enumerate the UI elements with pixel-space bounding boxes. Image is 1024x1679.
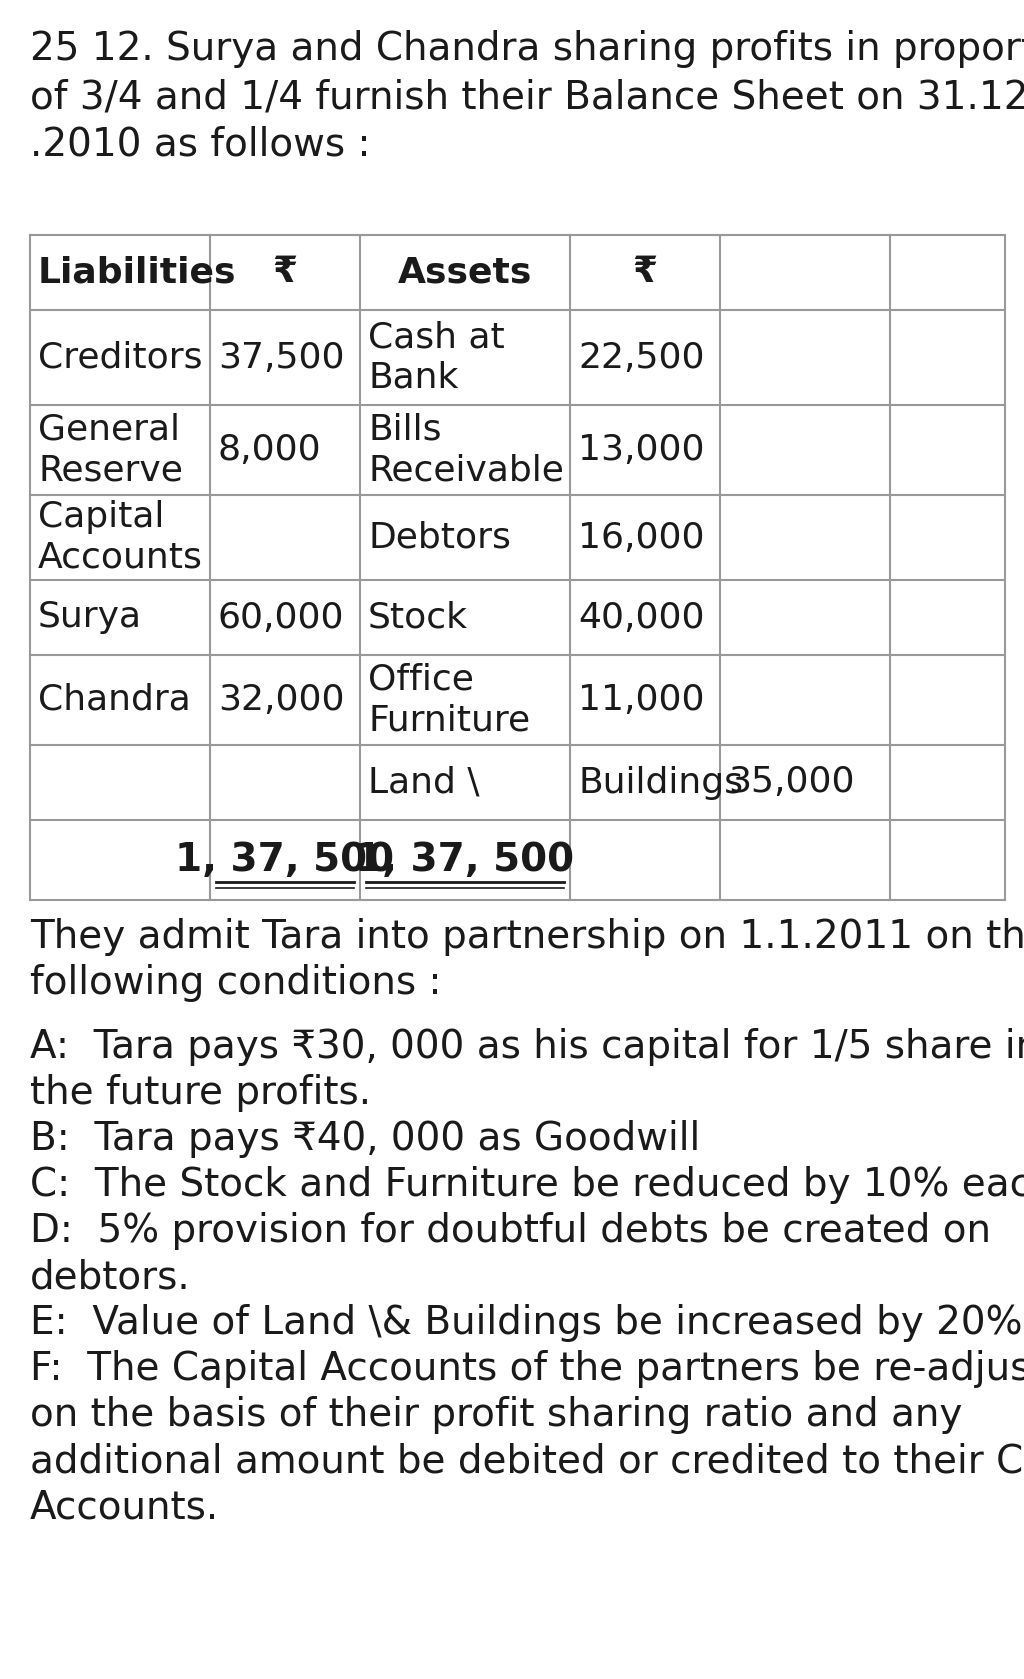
Text: additional amount be debited or credited to their Current: additional amount be debited or credited…: [30, 1442, 1024, 1481]
Text: Surya: Surya: [38, 601, 142, 635]
Text: F:  The Capital Accounts of the partners be re-adjusted: F: The Capital Accounts of the partners …: [30, 1350, 1024, 1389]
Text: Stock: Stock: [368, 601, 468, 635]
Text: 60,000: 60,000: [218, 601, 344, 635]
Text: Chandra: Chandra: [38, 683, 190, 717]
Text: on the basis of their profit sharing ratio and any: on the basis of their profit sharing rat…: [30, 1397, 963, 1434]
Text: B:  Tara pays ₹40, 000 as Goodwill: B: Tara pays ₹40, 000 as Goodwill: [30, 1120, 700, 1159]
Text: 35,000: 35,000: [728, 766, 854, 799]
Text: 40,000: 40,000: [578, 601, 705, 635]
Text: Bills
Receivable: Bills Receivable: [368, 413, 564, 487]
Text: Creditors: Creditors: [38, 341, 203, 374]
Text: Accounts.: Accounts.: [30, 1488, 219, 1526]
Text: C:  The Stock and Furniture be reduced by 10% each.: C: The Stock and Furniture be reduced by…: [30, 1167, 1024, 1204]
Text: 37,500: 37,500: [218, 341, 344, 374]
Text: the future profits.: the future profits.: [30, 1075, 371, 1113]
Text: Buildings: Buildings: [578, 766, 743, 799]
Text: 11,000: 11,000: [578, 683, 705, 717]
Text: 22,500: 22,500: [578, 341, 705, 374]
Text: Cash at
Bank: Cash at Bank: [368, 321, 505, 395]
Text: D:  5% provision for doubtful debts be created on: D: 5% provision for doubtful debts be cr…: [30, 1212, 991, 1251]
Text: They admit Tara into partnership on 1.1.2011 on the: They admit Tara into partnership on 1.1.…: [30, 918, 1024, 955]
Text: 8,000: 8,000: [218, 433, 322, 467]
Text: ₹: ₹: [633, 255, 657, 289]
Text: ₹: ₹: [272, 255, 298, 289]
Text: debtors.: debtors.: [30, 1258, 190, 1296]
Text: Capital
Accounts: Capital Accounts: [38, 500, 203, 574]
Text: 25 12. Surya and Chandra sharing profits in proportion: 25 12. Surya and Chandra sharing profits…: [30, 30, 1024, 69]
Text: E:  Value of Land \& Buildings be increased by 20%.: E: Value of Land \& Buildings be increas…: [30, 1305, 1024, 1343]
Text: of 3/4 and 1/4 furnish their Balance Sheet on 31.12: of 3/4 and 1/4 furnish their Balance She…: [30, 77, 1024, 116]
Text: A:  Tara pays ₹30, 000 as his capital for 1/5 share in: A: Tara pays ₹30, 000 as his capital for…: [30, 1029, 1024, 1066]
Text: Debtors: Debtors: [368, 520, 511, 554]
Text: Liabilities: Liabilities: [38, 255, 237, 289]
Text: 16,000: 16,000: [578, 520, 705, 554]
Text: General
Reserve: General Reserve: [38, 413, 183, 487]
Text: Office
Furniture: Office Furniture: [368, 663, 530, 737]
Text: 32,000: 32,000: [218, 683, 344, 717]
Text: Assets: Assets: [397, 255, 532, 289]
Text: 1, 37, 500: 1, 37, 500: [355, 841, 574, 880]
Text: .2010 as follows :: .2010 as follows :: [30, 126, 371, 165]
Text: Land \: Land \: [368, 766, 479, 799]
Text: 13,000: 13,000: [578, 433, 705, 467]
Text: following conditions :: following conditions :: [30, 964, 441, 1002]
Text: 1, 37, 500: 1, 37, 500: [175, 841, 394, 880]
